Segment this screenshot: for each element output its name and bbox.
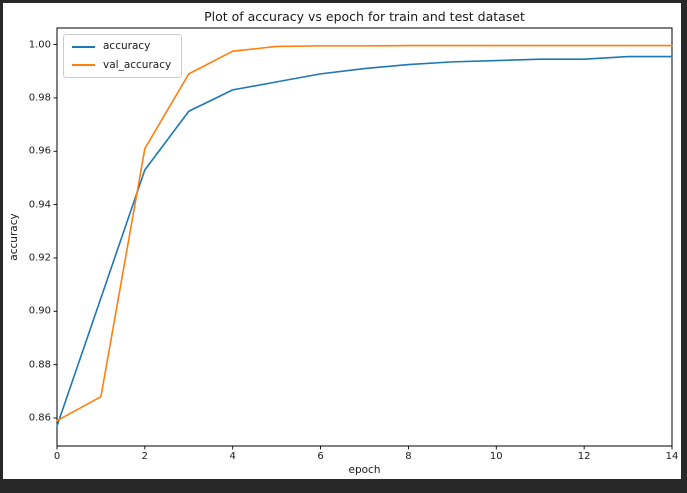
axes-spines <box>56 27 673 447</box>
series-line-val_accuracy <box>56 44 673 422</box>
figure-canvas: Plot of accuracy vs epoch for train and … <box>3 3 681 479</box>
val-accuracy-line-swatch <box>72 64 95 67</box>
x-tick-label: 6 <box>317 451 324 462</box>
chart-title: Plot of accuracy vs epoch for train and … <box>204 9 525 24</box>
x-tick-label: 8 <box>405 451 412 462</box>
plot-area <box>53 27 673 450</box>
legend: accuracy val_accuracy <box>63 34 183 79</box>
y-tick-label: 1.00 <box>28 39 51 51</box>
y-tick-label: 0.88 <box>28 359 51 371</box>
y-tick-label: 0.92 <box>28 252 51 264</box>
x-tick-label: 2 <box>141 451 149 462</box>
x-tick-label: 12 <box>577 451 591 462</box>
legend-item-accuracy: accuracy <box>72 40 171 53</box>
x-tick-label: 10 <box>489 451 503 462</box>
x-tick-label: 0 <box>53 451 61 462</box>
x-axis-label: epoch <box>348 464 381 476</box>
legend-label-val-accuracy: val_accuracy <box>103 58 172 71</box>
y-tick-label: 0.96 <box>28 145 51 157</box>
y-tick-label: 0.86 <box>28 412 51 424</box>
series-line-accuracy <box>56 55 673 427</box>
x-tick-label: 14 <box>665 451 679 462</box>
legend-label-accuracy: accuracy <box>103 40 151 52</box>
legend-item-val-accuracy: val_accuracy <box>72 58 172 72</box>
accuracy-line-swatch <box>72 45 95 48</box>
x-tick-label: 4 <box>229 451 236 462</box>
y-tick-label: 0.90 <box>28 305 51 317</box>
y-tick-label: 0.94 <box>28 199 51 211</box>
y-tick-label: 0.98 <box>28 92 51 104</box>
